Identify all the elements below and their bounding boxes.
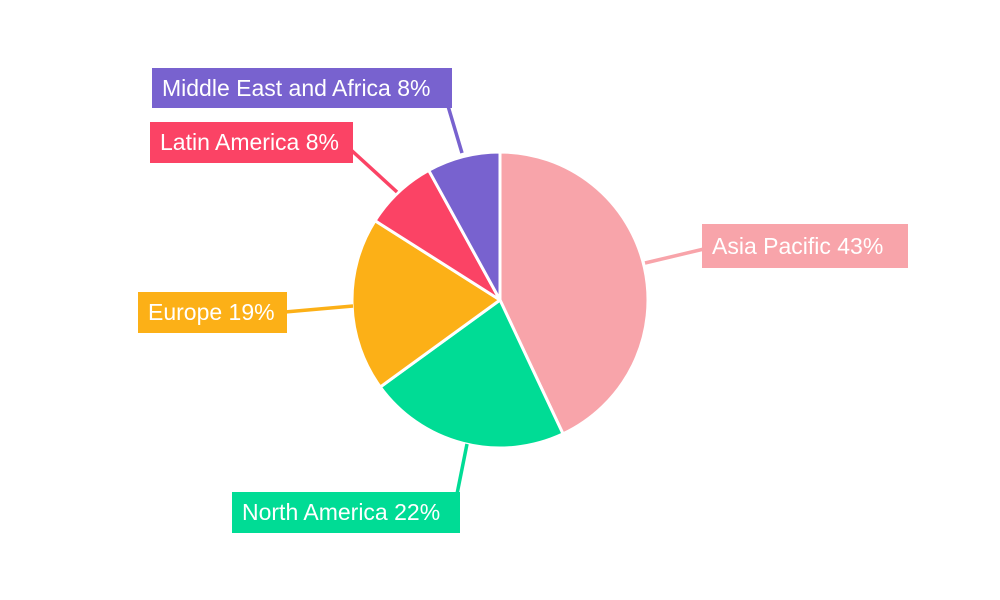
callout-text: Middle East and Africa 8%	[162, 74, 431, 101]
pie-slice-asia-pacific[interactable]	[498, 150, 650, 436]
leader-line-asia-pacific	[644, 247, 705, 265]
callout-label-middle-east-and-africa: Middle East and Africa 8%	[152, 68, 452, 108]
pie-slice-north-america[interactable]	[378, 298, 565, 450]
leader-line-latin-america	[348, 147, 399, 194]
pie-slice-middle-east-and-africa[interactable]	[427, 150, 502, 302]
callout-label-asia-pacific: Asia Pacific 43%	[702, 224, 908, 268]
leader-line-north-america	[455, 443, 469, 495]
leader-line-middle-east-and-africa	[446, 105, 464, 154]
callout-text: North America 22%	[242, 499, 441, 525]
callout-label-north-america: North America 22%	[232, 492, 460, 533]
callout-text: Asia Pacific 43%	[712, 232, 884, 259]
callout-label-europe: Europe 19%	[138, 292, 287, 333]
callout-text: Europe 19%	[148, 299, 275, 325]
callout-label-latin-america: Latin America 8%	[150, 122, 353, 163]
callout-text: Latin America 8%	[160, 129, 339, 155]
leader-line-europe	[284, 304, 354, 314]
